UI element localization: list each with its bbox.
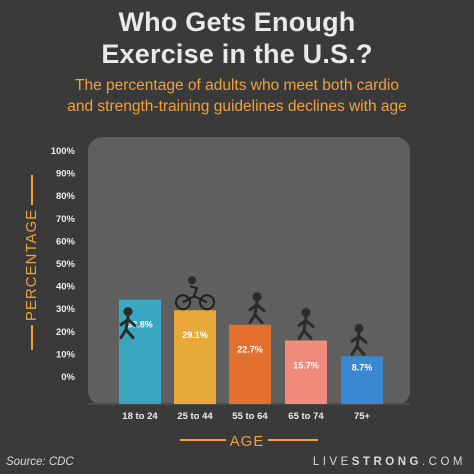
x-tick-label: 65 to 74 (288, 411, 324, 422)
plot-area (88, 137, 410, 405)
y-tick-label: 30% (56, 304, 76, 315)
bike-frame-icon (182, 285, 208, 304)
source-note: Source: CDC (6, 456, 74, 468)
brand-logo: LIVESTRONG.COM (313, 456, 466, 468)
bar (174, 310, 216, 404)
bar (285, 340, 327, 404)
bar-value-label: 8.7% (352, 362, 373, 372)
climber-figure-head (123, 307, 133, 317)
y-tick-label: 70% (56, 214, 76, 225)
y-tick-label: 50% (56, 259, 76, 270)
hiker-figure-head (301, 308, 311, 318)
runner-figure-head (252, 292, 262, 302)
y-tick-label: 40% (56, 282, 76, 293)
climber-figure (119, 315, 137, 340)
bike-wheel-icon (175, 294, 191, 311)
bar-value-label: 33.8% (127, 320, 153, 330)
y-axis-label: PERCENTAGE (23, 209, 40, 321)
bar (229, 324, 271, 404)
bar-value-label: 29.1% (182, 330, 208, 340)
subtitle-line-2: and strength-training guidelines decline… (67, 98, 407, 115)
runner-figure (248, 300, 266, 325)
y-tick-label: 20% (56, 327, 76, 338)
brand-pre: LIVE (312, 456, 352, 468)
x-tick-label: 18 to 24 (122, 411, 158, 422)
y-tick-label: 60% (56, 236, 76, 247)
walker-figure-head (354, 323, 364, 333)
x-tick-label: 55 to 64 (232, 411, 268, 422)
y-tick-label: 0% (61, 372, 75, 383)
x-tick-label: 75+ (354, 411, 371, 422)
title-line-2: Exercise in the U.S.? (101, 39, 373, 69)
bar (119, 299, 161, 404)
walker-figure (350, 331, 368, 356)
brand-bold: STRONG (351, 456, 422, 468)
bar-value-label: 22.7% (237, 345, 263, 355)
y-tick-label: 100% (51, 146, 76, 157)
bar-value-label: 15.7% (293, 361, 319, 371)
y-tick-label: 80% (56, 191, 76, 202)
bike-wheel-icon (199, 294, 215, 311)
y-tick-label: 10% (56, 349, 76, 360)
x-tick-label: 25 to 44 (177, 411, 213, 422)
title-line-1: Who Gets Enough (118, 7, 356, 37)
y-tick-label: 90% (56, 169, 76, 180)
x-axis-label: AGE (230, 433, 265, 450)
subtitle-line-1: The percentage of adults who meet both c… (75, 77, 399, 94)
cyclist-head (188, 276, 196, 285)
hiker-figure (297, 316, 315, 341)
brand-post: .COM (421, 456, 466, 468)
bar (341, 356, 383, 404)
